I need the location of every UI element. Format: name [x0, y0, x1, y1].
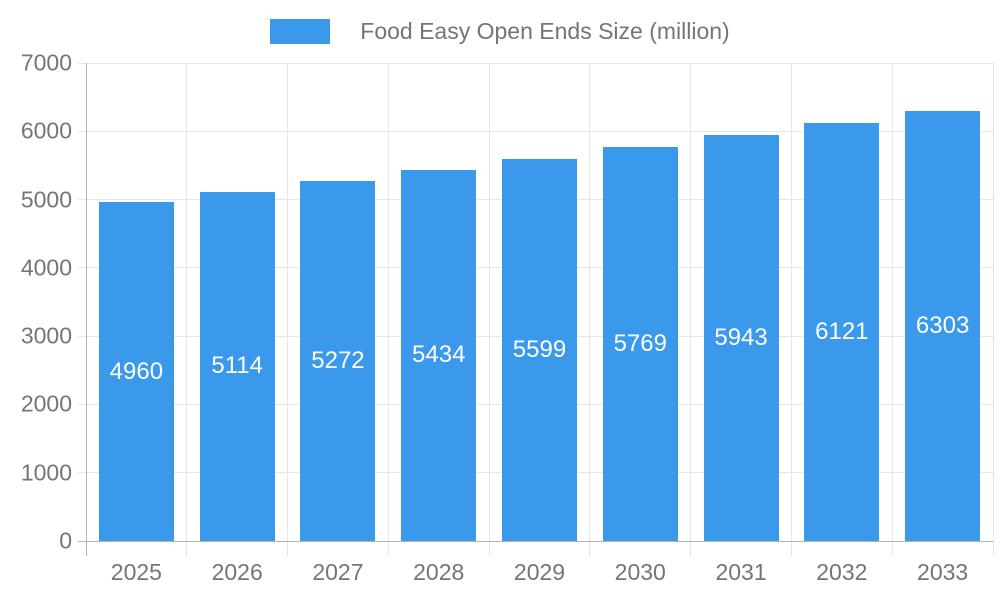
- y-axis-tick-label: 2000: [20, 390, 72, 417]
- y-gridline: [86, 130, 993, 132]
- x-axis-tick-label: 2028: [413, 559, 465, 585]
- y-axis-tick: [78, 403, 86, 405]
- bar-value-label: 5599: [512, 335, 567, 363]
- bar-value-label: 5114: [211, 352, 263, 380]
- y-axis-tick-label: 3000: [20, 322, 72, 349]
- y-axis-tick-label: 1000: [20, 459, 72, 486]
- x-gridline: [488, 63, 490, 541]
- bar-value-label: 5943: [714, 324, 768, 352]
- bar-2028[interactable]: [401, 169, 477, 541]
- bar-2030[interactable]: [602, 147, 678, 541]
- y-axis-tick: [78, 199, 86, 201]
- bar-value-label: 6121: [815, 318, 869, 345]
- x-gridline: [287, 63, 289, 541]
- bar-2026[interactable]: [199, 191, 275, 541]
- x-axis-tick-label: 2030: [614, 559, 666, 585]
- x-axis-tick: [891, 541, 893, 556]
- y-axis-tick: [78, 335, 86, 337]
- x-axis-tick-label: 2026: [211, 559, 263, 585]
- x-axis-line: [78, 540, 993, 542]
- bar-value-label: 5769: [613, 330, 667, 358]
- x-gridline: [790, 63, 792, 541]
- x-axis-tick: [387, 541, 389, 556]
- bar-2025[interactable]: [98, 202, 174, 541]
- x-axis-tick-label: 2025: [110, 559, 162, 585]
- x-gridline: [992, 63, 994, 541]
- y-gridline: [86, 62, 993, 64]
- x-gridline: [186, 63, 188, 541]
- y-axis-tick: [78, 62, 86, 64]
- bar-2032[interactable]: [804, 123, 880, 541]
- x-axis-tick: [186, 541, 188, 556]
- x-axis-tick-label: 2032: [816, 559, 868, 585]
- bar-2033[interactable]: [905, 110, 981, 541]
- x-axis-tick: [488, 541, 490, 556]
- y-axis-tick-label: 4000: [20, 254, 72, 281]
- x-gridline: [690, 63, 692, 541]
- y-axis-tick-label: 5000: [20, 186, 72, 213]
- x-axis-tick: [992, 541, 994, 556]
- y-axis-tick-label: 6000: [20, 117, 72, 144]
- x-gridline: [891, 63, 893, 541]
- y-axis-tick: [78, 267, 86, 269]
- y-axis-tick-label: 7000: [20, 49, 72, 76]
- x-axis-tick: [690, 541, 692, 556]
- bar-value-label: 5434: [412, 341, 466, 369]
- y-axis-line: [85, 63, 87, 556]
- x-axis-tick: [790, 541, 792, 556]
- y-axis-tick: [78, 130, 86, 132]
- bar-value-label: 6303: [915, 311, 970, 339]
- x-axis-tick-label: 2031: [715, 559, 767, 585]
- bar-2031[interactable]: [703, 135, 779, 541]
- x-axis-tick-label: 2029: [513, 559, 566, 585]
- legend-series-label: Food Easy Open Ends Size (million): [360, 18, 730, 44]
- x-gridline: [589, 63, 591, 541]
- x-axis-tick-label: 2027: [312, 559, 364, 585]
- legend-swatch: [270, 19, 331, 44]
- y-axis-tick: [78, 472, 86, 474]
- bar-2027[interactable]: [300, 180, 376, 541]
- x-axis-tick: [589, 541, 591, 556]
- bar-2029[interactable]: [502, 158, 577, 541]
- bar-value-label: 4960: [109, 357, 164, 385]
- chart-legend[interactable]: Food Easy Open Ends Size (million): [0, 18, 1000, 45]
- y-axis-tick-label: 0: [59, 527, 72, 554]
- bar-value-label: 5272: [311, 346, 365, 374]
- x-axis-tick-label: 2033: [917, 559, 969, 585]
- x-axis-tick: [287, 541, 289, 556]
- x-gridline: [387, 63, 389, 541]
